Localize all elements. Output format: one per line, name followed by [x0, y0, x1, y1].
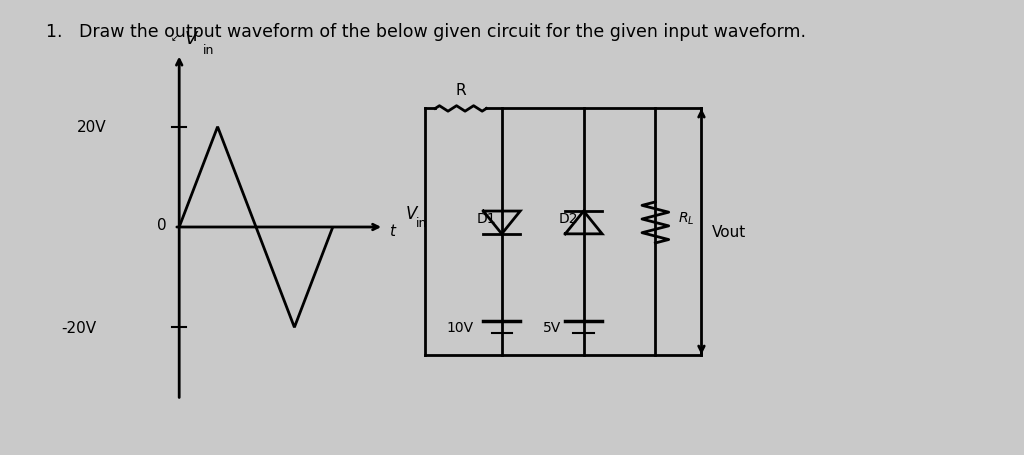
Text: 0: 0	[158, 218, 167, 233]
Text: 1.   Draw the output waveform of the below given circuit for the given input wav: 1. Draw the output waveform of the below…	[46, 23, 806, 40]
Text: $\mathit{R}_L$: $\mathit{R}_L$	[678, 210, 694, 227]
Text: in: in	[203, 44, 214, 57]
Text: D1: D1	[477, 212, 497, 225]
Text: 5V: 5V	[543, 321, 561, 334]
Text: $\mathit{V}$: $\mathit{V}$	[184, 30, 200, 48]
Text: D2: D2	[559, 212, 579, 225]
Text: Vout: Vout	[712, 225, 745, 239]
Text: R: R	[456, 83, 466, 98]
Text: 20V: 20V	[77, 120, 106, 135]
Text: -20V: -20V	[61, 320, 96, 335]
Text: in: in	[416, 217, 427, 229]
Text: $\mathit{V}$: $\mathit{V}$	[406, 205, 420, 223]
Text: 10V: 10V	[446, 321, 473, 334]
Text: ↙: ↙	[171, 33, 179, 43]
Text: t: t	[389, 224, 395, 238]
